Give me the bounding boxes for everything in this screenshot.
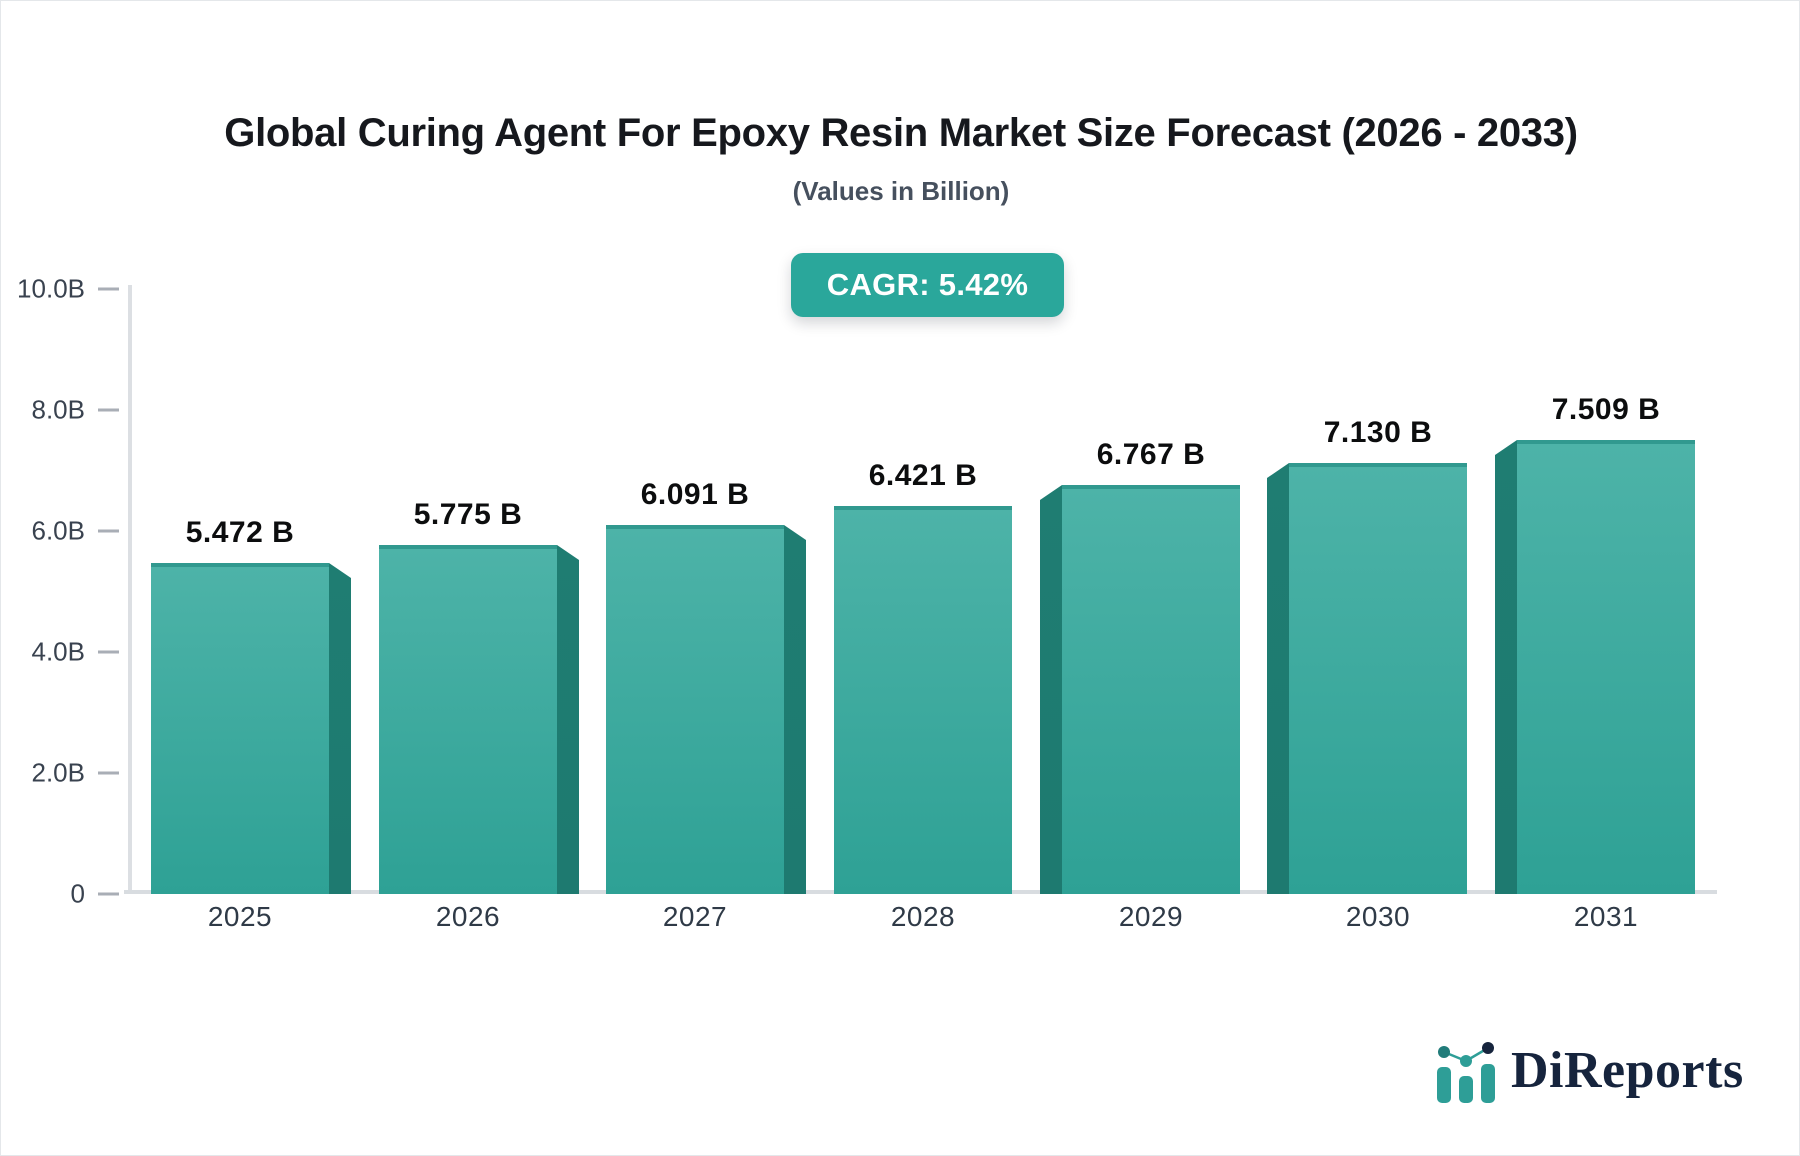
bar-2029 — [1062, 485, 1240, 894]
chart-title: Global Curing Agent For Epoxy Resin Mark… — [224, 111, 1578, 155]
bar-2025 — [151, 563, 329, 894]
bar-2030 — [1289, 463, 1467, 894]
direports-logo: DiReports — [1435, 1039, 1744, 1103]
bar-side-face — [1040, 485, 1062, 894]
y-tick-label: 8.0B — [31, 394, 86, 425]
y-tick-mark — [98, 529, 119, 533]
x-axis-label-2025: 2025 — [207, 901, 273, 932]
y-tick-mark — [98, 650, 119, 654]
bar-value-label: 5.775 B — [413, 498, 523, 531]
bar-side-face — [1495, 440, 1517, 894]
y-tick-label: 10.0B — [17, 273, 85, 304]
bar-value-label: 6.767 B — [1096, 438, 1206, 471]
bar-2027 — [606, 525, 784, 894]
y-axis-line — [128, 285, 132, 894]
bar-2031 — [1517, 440, 1695, 894]
bar-side-face — [329, 563, 351, 894]
y-tick-label: 2.0B — [31, 757, 86, 788]
bar-value-label: 6.091 B — [640, 478, 750, 511]
y-tick-mark — [98, 892, 119, 896]
x-axis-label-2030: 2030 — [1345, 901, 1411, 932]
bar-chart-logo-icon — [1437, 1042, 1495, 1103]
cagr-badge: CAGR: 5.42% — [791, 253, 1064, 317]
y-tick-label: 0 — [70, 878, 85, 909]
y-tick-label: 4.0B — [31, 636, 86, 667]
x-axis-label-2031: 2031 — [1573, 901, 1639, 932]
cagr-badge-label: CAGR: 5.42% — [826, 267, 1029, 302]
bar-2026 — [379, 545, 557, 894]
y-tick-label: 6.0B — [31, 515, 86, 546]
y-tick-mark — [98, 771, 119, 775]
bar-side-face — [1267, 463, 1289, 894]
y-tick-mark — [98, 287, 119, 291]
logo-wordmark: DiReports — [1511, 1042, 1744, 1099]
x-axis-label-2026: 2026 — [435, 901, 501, 932]
y-tick-mark — [98, 408, 119, 412]
bar-value-label: 7.509 B — [1551, 393, 1661, 426]
bar-side-face — [784, 525, 806, 894]
bar-value-label: 6.421 B — [868, 459, 978, 492]
chart-subtitle: (Values in Billion) — [792, 176, 1010, 206]
x-axis-label-2029: 2029 — [1118, 901, 1184, 932]
x-axis-label-2027: 2027 — [662, 901, 728, 932]
bar-2028 — [834, 506, 1012, 894]
bar-value-label: 5.472 B — [185, 516, 295, 549]
bar-value-label: 7.130 B — [1323, 416, 1433, 449]
x-axis-label-2028: 2028 — [890, 901, 956, 932]
bar-side-face — [557, 545, 579, 894]
